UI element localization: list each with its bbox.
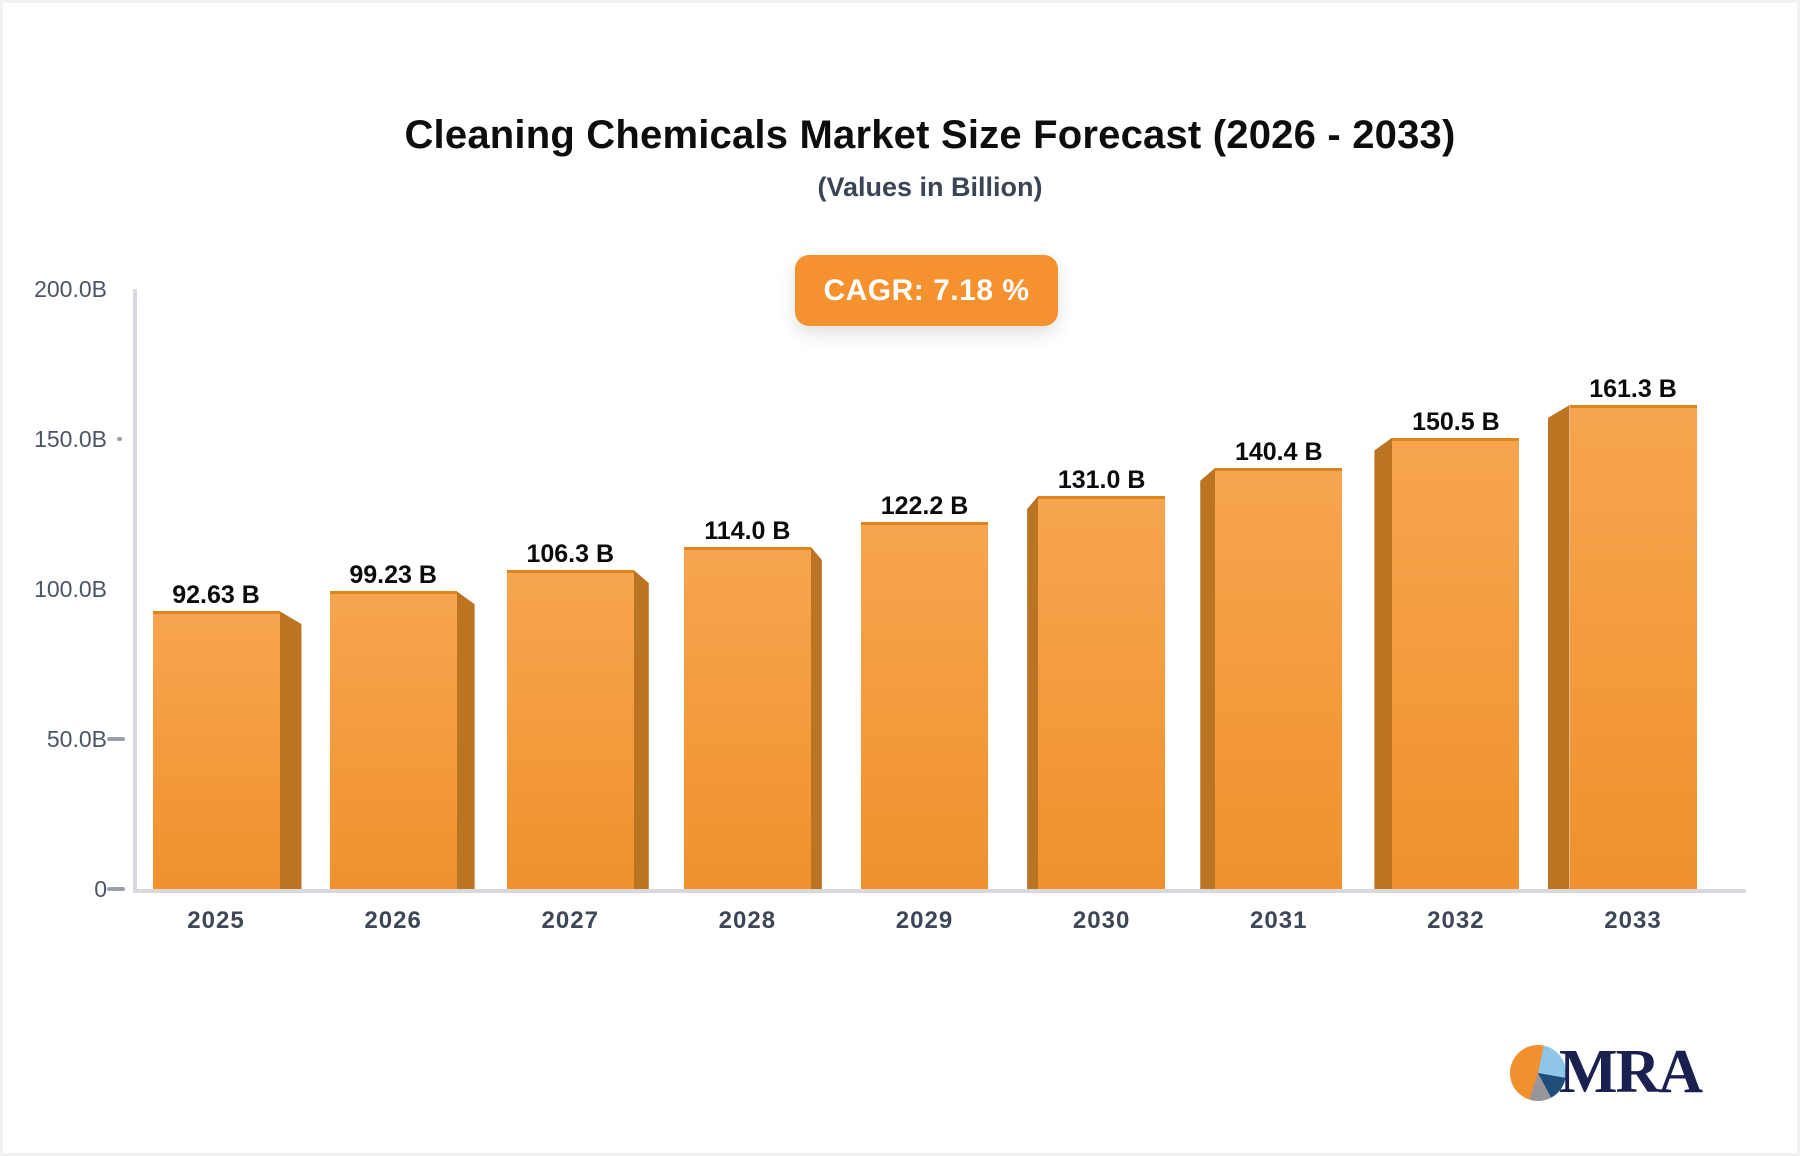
bar-value-label-2032: 150.5 B [1412,407,1500,436]
bar-value-label-2025: 92.63 B [172,581,260,610]
bar-front-2031 [1215,467,1343,889]
bar-value-label-2030: 131.0 B [1057,466,1146,494]
brand-logo-text: MRA [1559,1038,1703,1106]
bar-front-2029 [861,522,988,889]
bar-value-label-2029: 122.2 B [880,492,969,521]
y-tick-mark-150 [117,437,122,441]
bar-value-label-2028: 114.0 B [704,517,791,545]
bar-value-label-2027: 106.3 B [526,540,615,569]
bar-front-2028 [683,547,811,889]
chart-area: Cleaning Chemicals Market Size Forecast … [3,3,1797,1153]
x-axis-label-2028: 2028 [718,907,777,934]
x-axis-label-2030: 2030 [1072,907,1131,934]
brand-pie-icon [1510,1045,1566,1101]
bar-front-2032 [1392,437,1520,889]
y-axis-line [133,289,137,893]
x-axis-label-2031: 2031 [1250,907,1308,934]
bar-side-2031 [1200,467,1216,889]
bar-side-2025 [279,611,302,889]
bar-side-2027 [633,570,649,889]
bar-front-2026 [329,591,457,889]
y-tick-label-150: 150.0B [34,426,107,452]
y-tick-mark-50 [107,737,125,741]
bar-front-2033 [1569,405,1697,889]
y-tick-mark-0 [107,887,125,891]
y-tick-label-100: 100.0B [34,576,107,602]
x-axis-label-2026: 2026 [364,907,422,934]
bar-front-2030 [1038,496,1166,889]
x-axis-label-2033: 2033 [1604,907,1662,934]
bar-value-label-2031: 140.4 B [1234,437,1323,466]
bar-side-2026 [456,591,475,889]
x-axis-label-2032: 2032 [1427,907,1485,934]
bar-side-2030 [1027,496,1039,889]
bar-side-2033 [1547,405,1570,889]
bar-value-label-2026: 99.23 B [349,561,437,590]
y-tick-label-200: 200.0B [34,276,107,302]
page-title: Cleaning Chemicals Market Size Forecast … [404,113,1456,157]
bar-front-2025 [152,611,280,889]
page-subtitle: (Values in Billion) [817,172,1043,202]
bar-side-2028 [810,547,822,889]
bar-value-label-2033: 161.3 B [1589,375,1677,404]
x-axis-label-2025: 2025 [187,907,245,934]
y-tick-label-50: 50.0B [46,726,107,752]
bar-front-2027 [506,570,634,889]
x-axis-label-2029: 2029 [895,907,954,934]
chart-card: Cleaning Chemicals Market Size Forecast … [3,3,1797,1153]
bar-side-2032 [1374,437,1393,889]
y-tick-label-0: 0 [94,876,107,902]
x-axis-label-2027: 2027 [541,907,599,934]
cagr-badge: CAGR: 7.18 % [795,255,1058,326]
x-axis-line [133,889,1746,893]
